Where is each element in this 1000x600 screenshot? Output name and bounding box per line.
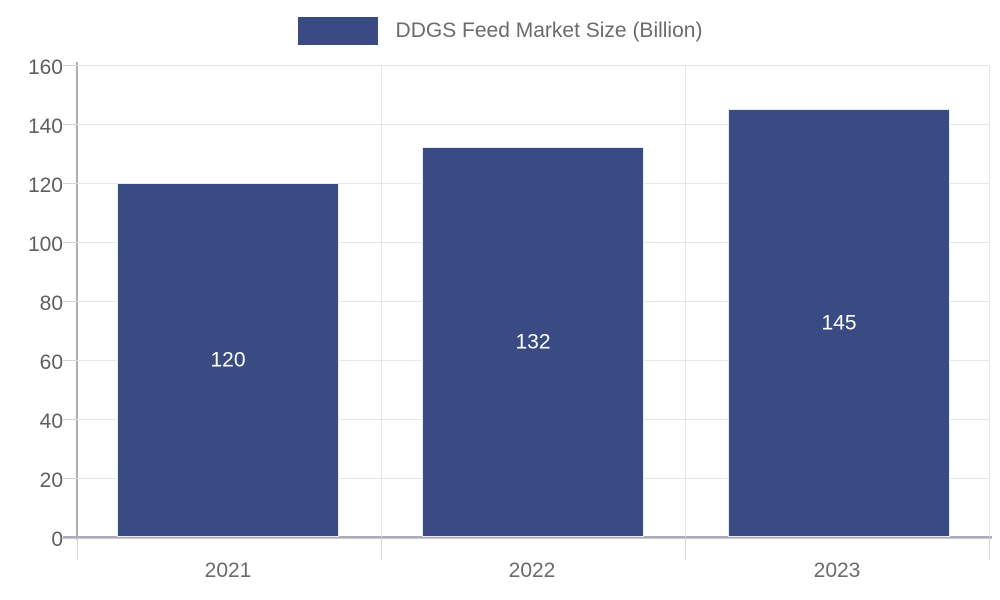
gridline-x-2 (685, 65, 686, 537)
x-tick-label-2022: 2022 (508, 559, 556, 582)
y-tick-label-120: 120 (27, 174, 63, 197)
y-tick-mark-140 (63, 124, 77, 125)
bar-value-2022: 132 (515, 330, 551, 354)
y-tick-label-20: 20 (39, 469, 63, 492)
y-tick-label-100: 100 (27, 233, 63, 256)
y-tick-mark-100 (63, 242, 77, 243)
x-axis-line (63, 536, 992, 538)
y-tick-mark-40 (63, 419, 77, 420)
plot-area: 120 132 145 (77, 65, 990, 537)
legend-label: DDGS Feed Market Size (Billion) (395, 19, 703, 42)
x-tick-mark-start (77, 538, 78, 560)
x-tick-mark-end (989, 538, 990, 560)
x-axis-baseline-accent (63, 538, 992, 539)
gridline-y-160 (77, 65, 990, 66)
bar-value-2023: 145 (821, 311, 857, 335)
bar-2023[interactable] (728, 109, 950, 537)
gridline-x-1 (381, 65, 382, 537)
bar-value-2021: 120 (210, 348, 246, 372)
y-tick-label-0: 0 (51, 528, 63, 551)
x-tick-label-2023: 2023 (813, 559, 861, 582)
y-tick-label-140: 140 (27, 115, 63, 138)
y-tick-mark-160 (63, 65, 77, 66)
y-tick-label-40: 40 (39, 410, 63, 433)
legend-color-swatch-icon (297, 17, 378, 45)
y-tick-label-80: 80 (39, 292, 63, 315)
y-tick-mark-20 (63, 478, 77, 479)
y-tick-mark-120 (63, 183, 77, 184)
legend-item-ddgs-feed-market-size[interactable]: DDGS Feed Market Size (Billion) (297, 17, 703, 45)
y-tick-label-160: 160 (27, 56, 63, 79)
chart-legend: DDGS Feed Market Size (Billion) (0, 10, 1000, 52)
x-tick-mark-1 (381, 538, 382, 560)
x-tick-label-2021: 2021 (204, 559, 252, 582)
y-tick-mark-60 (63, 360, 77, 361)
y-axis-tick-labels: 160 140 120 100 80 60 40 20 0 (0, 0, 63, 600)
y-tick-mark-80 (63, 301, 77, 302)
x-tick-mark-2 (685, 538, 686, 560)
bar-2022[interactable] (422, 147, 644, 537)
y-tick-label-60: 60 (39, 351, 63, 374)
gridline-y-140 (77, 124, 990, 125)
gridline-x-3 (989, 65, 990, 537)
bar-2021[interactable] (117, 183, 339, 537)
